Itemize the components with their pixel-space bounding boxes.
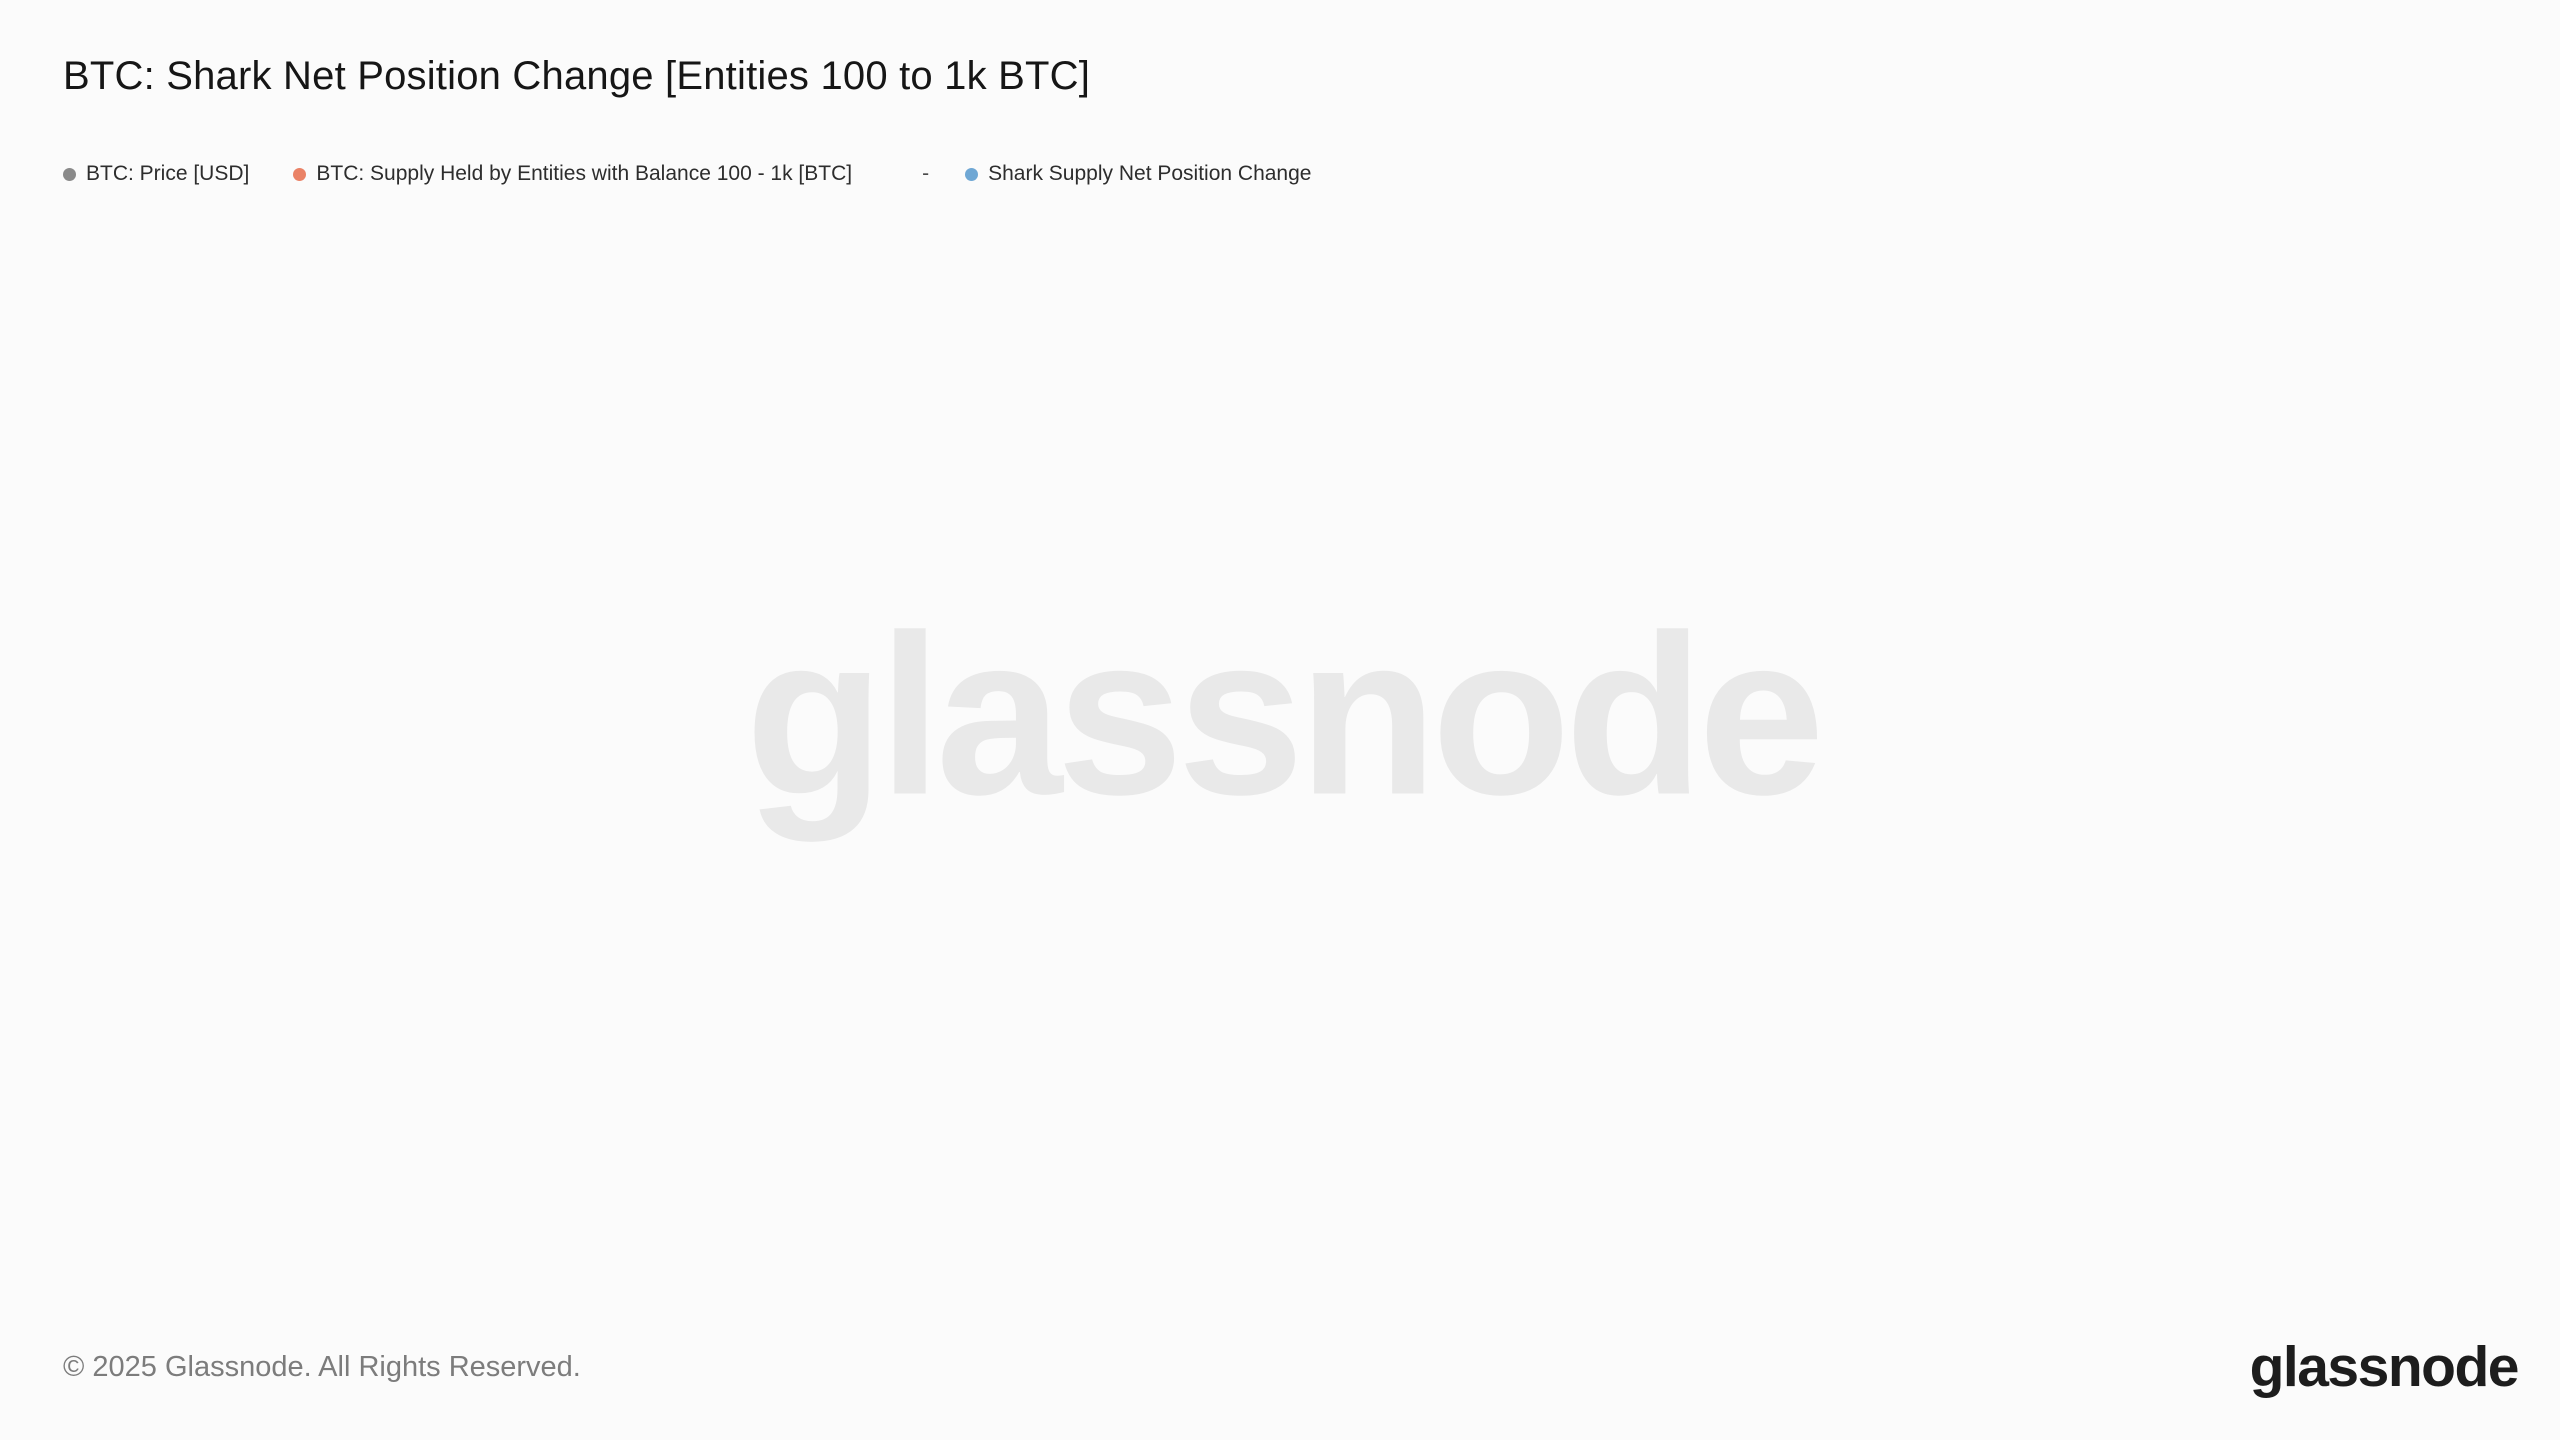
copyright-notice: © 2025 Glassnode. All Rights Reserved. — [63, 1351, 581, 1383]
legend-item-label: BTC: Supply Held by Entities with Balanc… — [316, 162, 853, 185]
page-title: BTC: Shark Net Position Change [Entities… — [63, 54, 1091, 98]
netchange-series-dot-icon — [965, 167, 979, 181]
legend-item-netchange[interactable]: Shark Supply Net Position Change — [965, 162, 1311, 186]
glassnode-logo: glassnode — [2249, 1335, 2520, 1399]
price-series-dot-icon — [63, 167, 76, 181]
legend-item-label: BTC: Price [USD] — [86, 162, 250, 185]
chart-legend: BTC: Price [USD] BTC: Supply Held by Ent… — [63, 162, 1355, 186]
legend-item-supply[interactable]: BTC: Supply Held by Entities with Balanc… — [293, 162, 852, 186]
legend-item-label: Shark Supply Net Position Change — [988, 162, 1312, 185]
legend-separator: - — [922, 162, 930, 185]
legend-item-price[interactable]: BTC: Price [USD] — [63, 162, 249, 186]
glassnode-watermark: glassnode — [745, 588, 1825, 843]
supply-series-dot-icon — [293, 167, 307, 181]
